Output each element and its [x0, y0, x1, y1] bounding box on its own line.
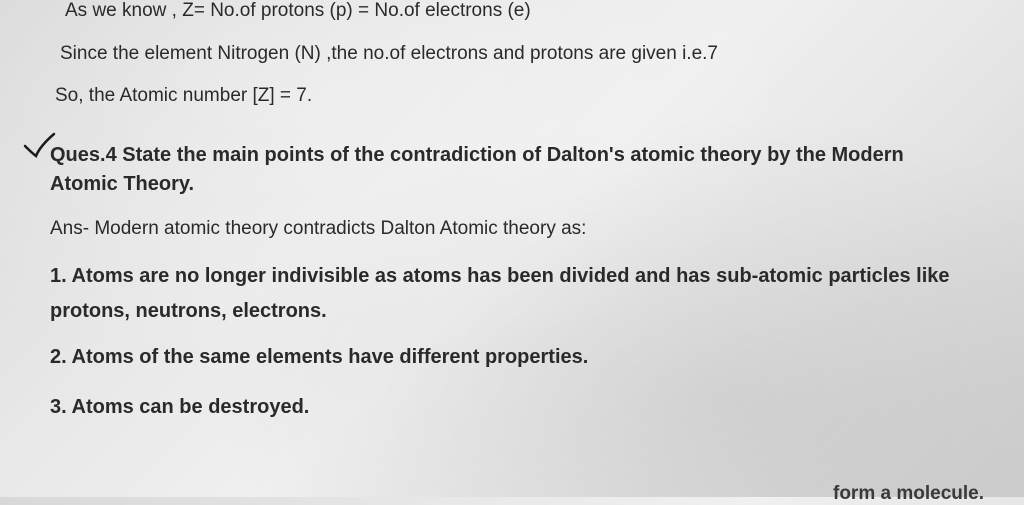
- question-text: State the main points of the contradicti…: [122, 144, 903, 166]
- point-3: 3. Atoms can be destroyed.: [50, 391, 989, 423]
- point-2: 2. Atoms of the same elements have diffe…: [50, 341, 989, 373]
- point-1-continue: protons, neutrons, electrons.: [50, 300, 989, 323]
- question-continue: Atomic Theory.: [50, 173, 989, 196]
- question-label: Ques.4: [50, 144, 122, 166]
- bottom-partial-text: form a molecule.: [833, 483, 984, 505]
- point-1: 1. Atoms are no longer indivisible as at…: [50, 260, 989, 292]
- answer-label: Ans- Modern atomic theory contradicts Da…: [50, 218, 989, 240]
- intro-line-2: Since the element Nitrogen (N) ,the no.o…: [50, 40, 989, 69]
- intro-line-3: So, the Atomic number [Z] = 7.: [50, 82, 989, 111]
- question-block: Ques.4 State the main points of the cont…: [50, 139, 989, 196]
- intro-line-1: As we know , Z= No.of protons (p) = No.o…: [50, 0, 989, 26]
- checkmark-icon: [22, 131, 57, 161]
